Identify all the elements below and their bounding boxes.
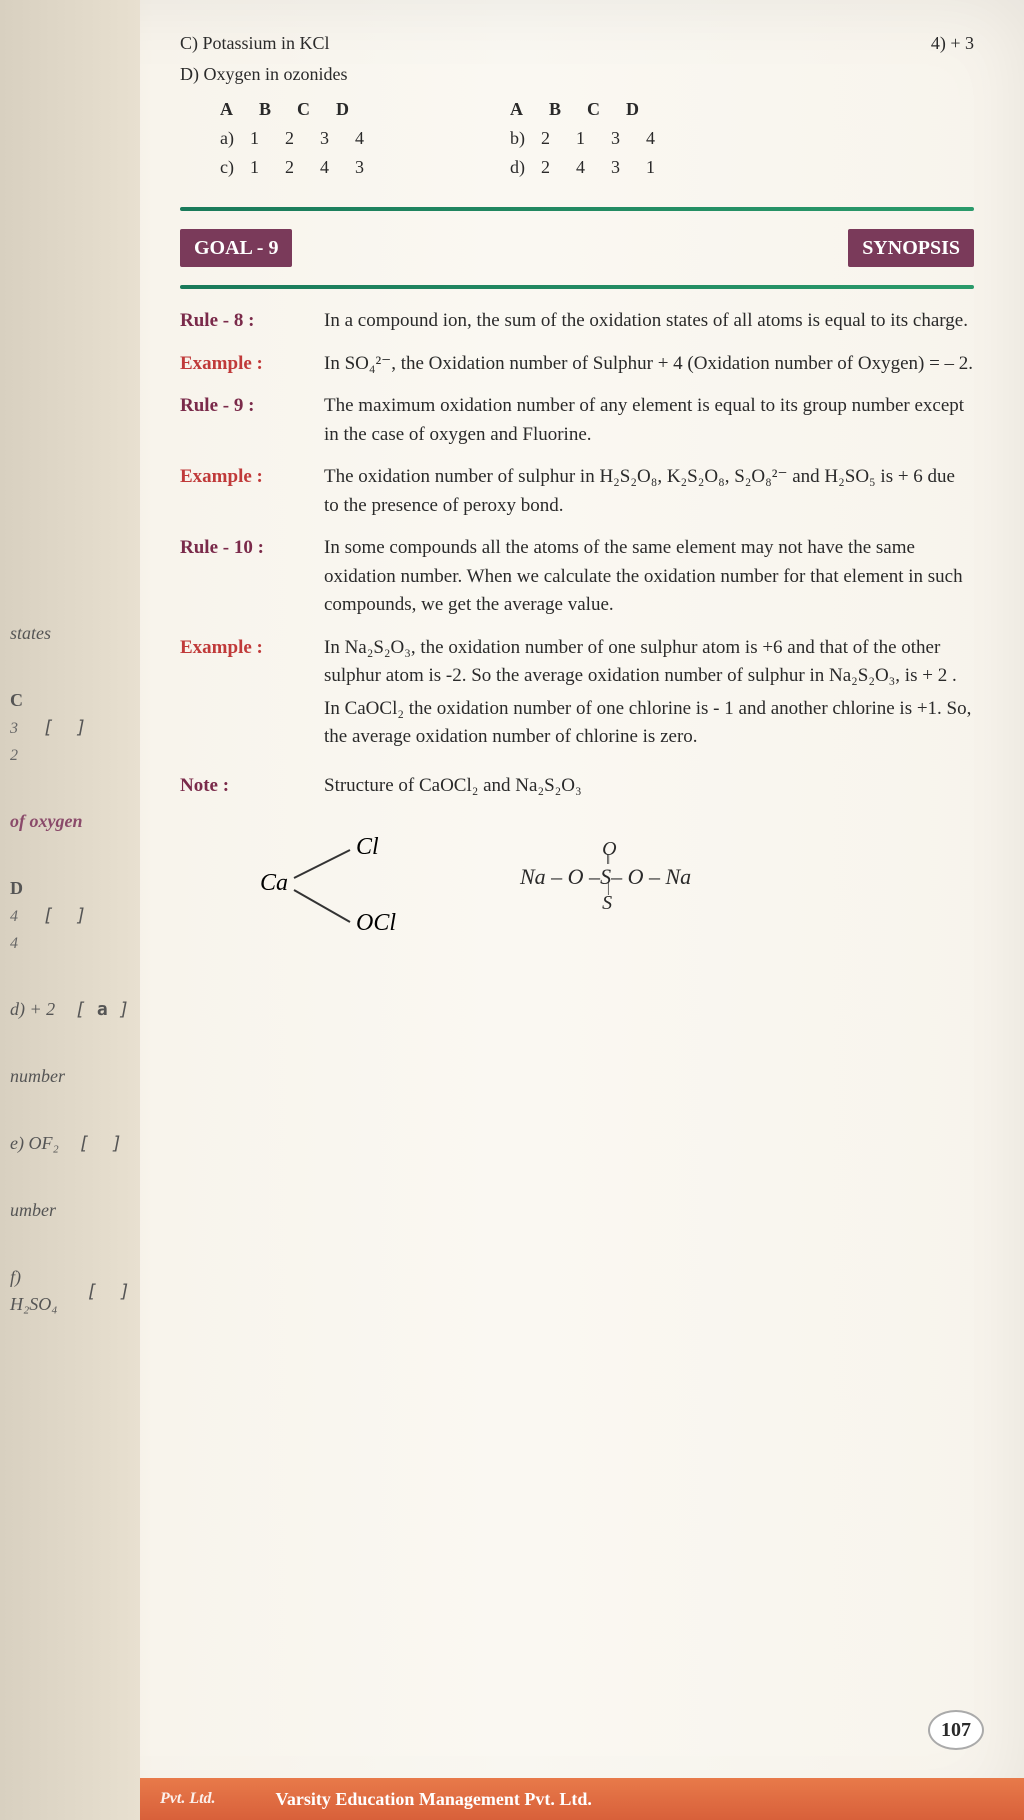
bracket-d2-ans: a [97,999,108,1020]
rule-10-body: In some compounds all the atoms of the s… [324,534,974,620]
match-left: ABCD a) 1234 c) 1243 [220,96,390,181]
synopsis-badge: SYNOPSIS [848,229,974,267]
naso-dblbond: ‖ [606,850,610,871]
spine-opt-f: f) H₂SO₄ [ ] [10,1264,130,1318]
goal-badge: GOAL - 9 [180,229,292,267]
match-b-label: b) [510,128,525,148]
left-spine-column: states C 3 2 [ ] of oxygen D 4 4 [ ] d) … [0,0,140,1820]
match-a-row: 1234 [250,128,390,148]
spine-states-label: states [10,623,51,643]
top-green-rule [180,207,974,211]
bracket-f: [ ] [87,1278,130,1305]
spine-opt-f-text: H₂SO₄ [10,1294,58,1314]
bracket-d2: [ a ] [75,996,129,1023]
note-label: Note : [180,772,310,801]
match-d-label: d) [510,157,525,177]
match-columns: ABCD a) 1234 c) 1243 ABCD b) 2134 d) 2431 [220,96,974,181]
spine-c-sub2: 2 [10,747,18,764]
bracket-c: [ ] [43,714,86,741]
example-10-label: Example : [180,634,310,691]
example-8-label: Example : [180,350,310,379]
rule-9: Rule - 9 : The maximum oxidation number … [180,392,974,449]
match-c-label: c) [220,157,234,177]
example-10: Example : In Na₂S₂O₃, the oxidation numb… [180,634,974,752]
match-d-row: 2431 [541,157,681,177]
rule-10-label: Rule - 10 : [180,534,310,620]
naso-right: – O – Na [611,864,691,889]
spine-c-label: C [10,687,23,714]
bottom-green-rule [180,285,974,289]
rule-8: Rule - 8 : In a compound ion, the sum of… [180,307,974,336]
spine-number-label: number [10,1066,65,1086]
caocl2-diagram: Ca Cl OCl [240,830,400,959]
rule-8-label: Rule - 8 : [180,307,310,336]
caocl2-ca: Ca [260,870,288,896]
match-b-row: 2134 [541,128,681,148]
spine-item-c: C 3 2 [ ] [10,687,130,768]
spine-d-sub2: 4 [10,935,18,952]
spine-umber-label: umber [10,1200,56,1220]
spine-opt-d2-letter: d) [10,999,25,1019]
footer-main: Varsity Education Management Pvt. Ltd. [276,1786,592,1813]
naso-left: Na – O – [520,864,600,889]
spine-d-sub1: 4 [10,908,18,925]
spine-opt-d2-text: + 2 [30,999,56,1019]
caocl2-cl: Cl [356,834,379,860]
rule-10: Rule - 10 : In some compounds all the at… [180,534,974,620]
top-d-line: D) Oxygen in ozonides [180,64,347,84]
top-plus3: 4) + 3 [931,30,974,57]
example-10-body2: In CaOCl₂ the oxidation number of one ch… [324,695,974,752]
spine-ofoxygen-label: of oxygen [10,811,82,831]
caocl2-ocl: OCl [356,910,396,936]
spine-item-d: D 4 4 [ ] [10,875,130,956]
page-number: 107 [928,1710,984,1750]
bracket-d: [ ] [43,902,86,929]
top-c-line: C) Potassium in KCl [180,30,330,57]
spine-d-label: D [10,875,23,902]
spine-opt-d2: d) + 2 [ a ] [10,996,130,1023]
naso-s-bot: S [602,888,612,918]
example-9-body: The oxidation number of sulphur in H₂S₂O… [324,463,974,520]
match-left-hdr: ABCD [220,96,390,123]
spine-opt-f-letter: f) [10,1267,21,1287]
spine-opt-e-letter: e) [10,1133,24,1153]
match-c-row: 1243 [250,157,390,177]
example-10-body1: In Na₂S₂O₃, the oxidation number of one … [324,634,974,691]
footer-bar: Pvt. Ltd. Varsity Education Management P… [140,1778,1024,1820]
goal-synopsis-row: GOAL - 9 SYNOPSIS [180,229,974,275]
match-a-label: a) [220,128,234,148]
example-9-label: Example : [180,463,310,520]
match-right-hdr: ABCD [510,96,681,123]
spine-opt-e: e) OF₂ [ ] [10,1130,130,1157]
na2s2o3-diagram: Na – O – O ‖ S | S – O – Na [520,830,691,893]
structure-diagrams: Ca Cl OCl Na – O – O ‖ S | S – O – Na [240,830,974,959]
match-right: ABCD b) 2134 d) 2431 [510,96,681,181]
spine-c-sub1: 3 [10,720,18,737]
main-content: C) Potassium in KCl 4) + 3 D) Oxygen in … [140,0,1024,1820]
footer-left: Pvt. Ltd. [160,1787,216,1811]
spine-ofoxygen: of oxygen [10,808,130,835]
top-options: C) Potassium in KCl 4) + 3 D) Oxygen in … [180,30,974,88]
example-8: Example : In SO₄²⁻, the Oxidation number… [180,350,974,379]
example-9: Example : The oxidation number of sulphu… [180,463,974,520]
rule-9-label: Rule - 9 : [180,392,310,449]
spine-states: states [10,620,130,647]
note-block: Note : Structure of CaOCl₂ and Na₂S₂O₃ [180,772,974,801]
rule-9-body: The maximum oxidation number of any elem… [324,392,974,449]
spine-opt-e-text: OF₂ [28,1133,58,1153]
spine-number: number [10,1063,130,1090]
note-body: Structure of CaOCl₂ and Na₂S₂O₃ [324,772,974,801]
rule-8-body: In a compound ion, the sum of the oxidat… [324,307,974,336]
example-8-body: In SO₄²⁻, the Oxidation number of Sulphu… [324,350,974,379]
spine-umber: umber [10,1197,130,1224]
bracket-e: [ ] [79,1130,122,1157]
